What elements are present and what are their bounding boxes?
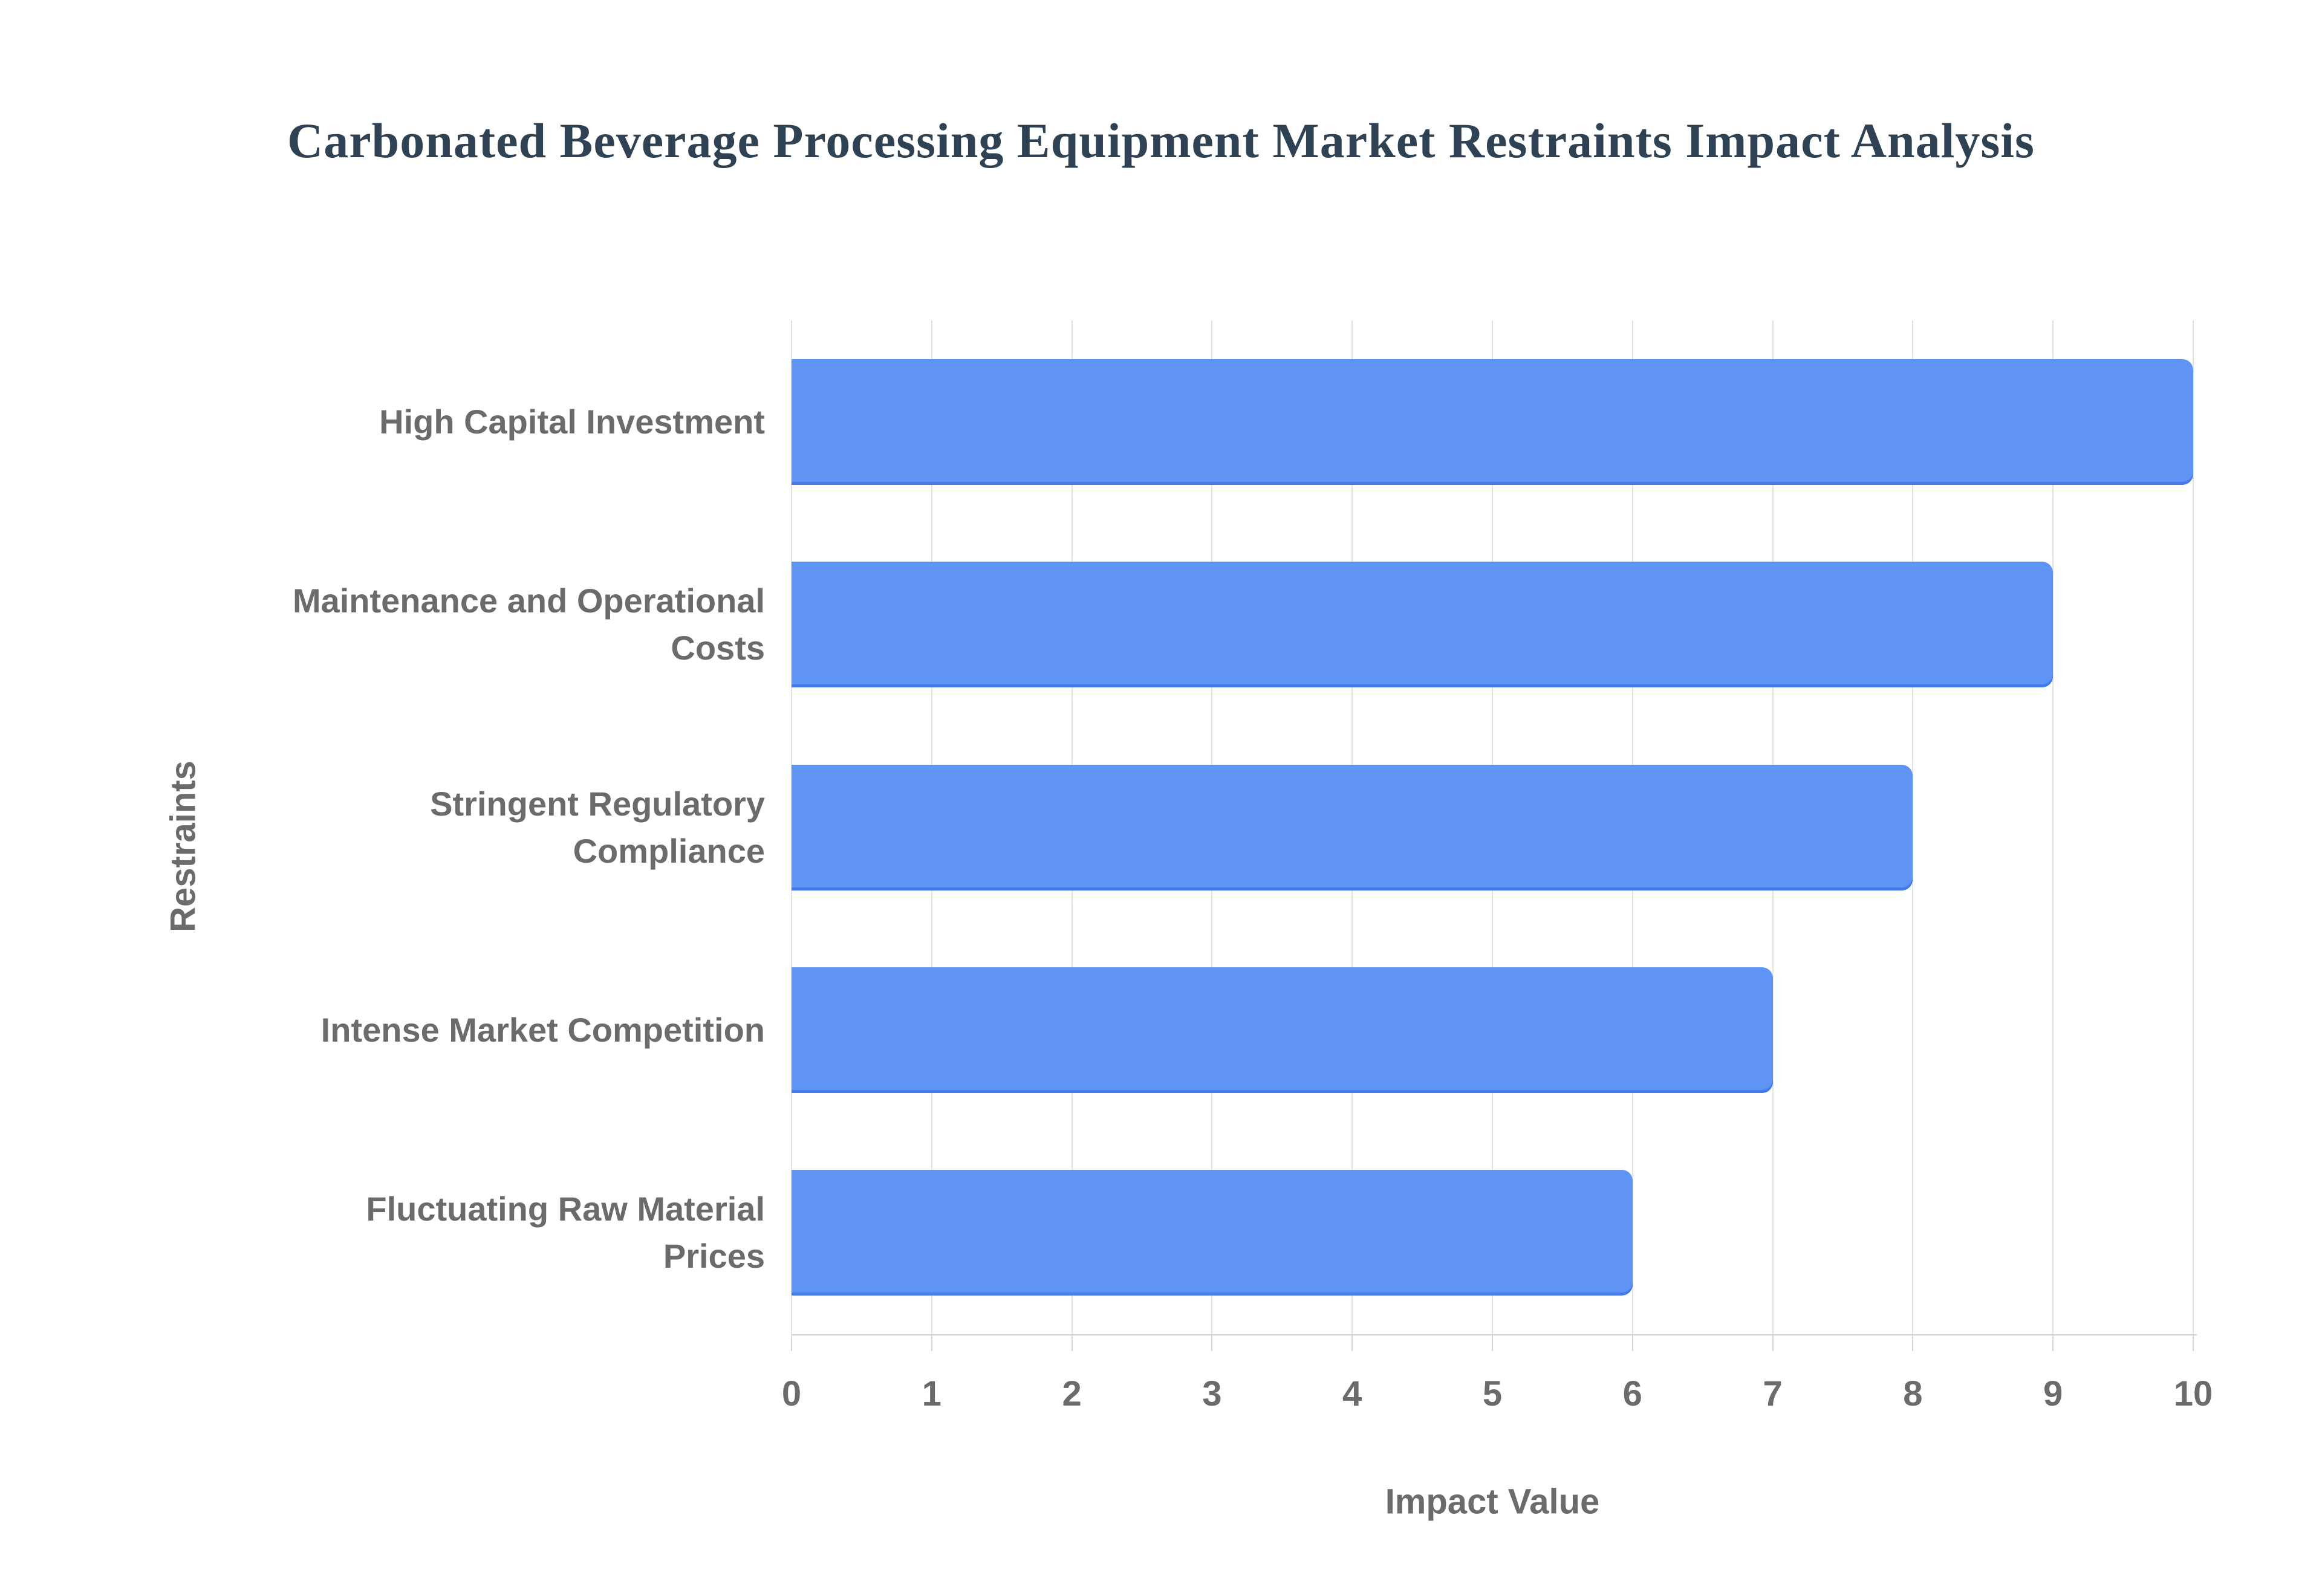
plot-area [791, 320, 2194, 1334]
bar-0[interactable] [792, 358, 2193, 485]
x-tick-label-2: 2 [1062, 1374, 1082, 1413]
x-tick-mark-3 [1211, 1335, 1213, 1351]
x-tick-mark-1 [931, 1335, 932, 1351]
x-tick-mark-9 [2052, 1335, 2054, 1351]
x-tick-label-3: 3 [1202, 1374, 1222, 1413]
x-tick-label-9: 9 [2043, 1374, 2063, 1413]
bar-3[interactable] [792, 967, 1773, 1093]
category-label-3: Intense Market Competition [320, 1010, 765, 1049]
x-tick-label-1: 1 [922, 1374, 941, 1413]
x-tick-label-4: 4 [1342, 1374, 1362, 1413]
x-tick-label-0: 0 [781, 1374, 802, 1413]
x-tick-label-7: 7 [1763, 1374, 1783, 1413]
bar-4[interactable] [792, 1170, 1633, 1296]
x-tick-mark-10 [2193, 1335, 2194, 1351]
chart-title: Carbonated Beverage Processing Equipment… [287, 113, 2035, 168]
x-axis-title: Impact Value [1385, 1482, 1600, 1522]
x-tick-mark-4 [1351, 1335, 1353, 1351]
x-tick-mark-2 [1071, 1335, 1073, 1351]
bar-2[interactable] [792, 764, 1913, 890]
x-axis-line [792, 1334, 2197, 1335]
y-axis-title: Restraints [163, 761, 203, 932]
x-tick-label-8: 8 [1903, 1374, 1923, 1413]
x-tick-mark-5 [1492, 1335, 1493, 1351]
x-tick-mark-0 [791, 1335, 792, 1351]
x-tick-label-6: 6 [1622, 1374, 1642, 1413]
gridline-x-9 [2052, 320, 2054, 1334]
gridline-x-10 [2193, 320, 2194, 1334]
x-tick-mark-8 [1912, 1335, 1914, 1351]
x-tick-mark-7 [1772, 1335, 1774, 1351]
category-label-1: Maintenance and Operational Costs [292, 582, 765, 667]
x-tick-label-10: 10 [2173, 1374, 2213, 1413]
x-tick-label-5: 5 [1482, 1374, 1503, 1413]
category-label-2: Stringent Regulatory Compliance [430, 784, 765, 870]
x-tick-mark-6 [1631, 1335, 1633, 1351]
category-label-4: Fluctuating Raw Material Prices [366, 1190, 765, 1276]
bar-1[interactable] [792, 562, 2054, 688]
gridline-x-8 [1912, 320, 1914, 1334]
category-label-0: High Capital Investment [379, 402, 765, 441]
